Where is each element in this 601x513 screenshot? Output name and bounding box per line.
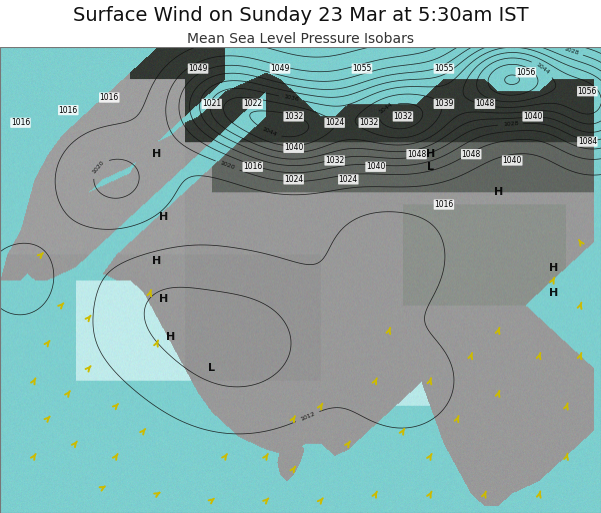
Text: L: L bbox=[208, 363, 215, 373]
Text: 1055: 1055 bbox=[435, 64, 454, 73]
Text: 1036: 1036 bbox=[283, 94, 300, 103]
Text: 1012: 1012 bbox=[299, 411, 316, 422]
Text: 1032: 1032 bbox=[359, 118, 379, 127]
Text: 1016: 1016 bbox=[435, 200, 454, 209]
Text: Mean Sea Level Pressure Isobars: Mean Sea Level Pressure Isobars bbox=[187, 32, 414, 46]
Text: 1021: 1021 bbox=[202, 100, 221, 108]
Text: H: H bbox=[166, 332, 175, 342]
Text: H: H bbox=[426, 149, 435, 159]
Text: L: L bbox=[427, 162, 434, 172]
Text: 1028: 1028 bbox=[502, 122, 519, 127]
Text: 1044: 1044 bbox=[535, 62, 551, 75]
Text: H: H bbox=[549, 288, 558, 298]
Text: 1016: 1016 bbox=[100, 93, 119, 102]
Text: 1056: 1056 bbox=[516, 68, 535, 77]
Text: 1022: 1022 bbox=[243, 100, 262, 108]
Text: 1032: 1032 bbox=[284, 112, 304, 121]
Text: 1048: 1048 bbox=[475, 100, 495, 108]
Text: 1020: 1020 bbox=[91, 160, 106, 175]
Text: 1024: 1024 bbox=[325, 118, 344, 127]
Text: 1048: 1048 bbox=[462, 150, 481, 159]
Text: 1055: 1055 bbox=[352, 64, 371, 73]
Text: 1048: 1048 bbox=[407, 150, 426, 159]
Text: 1084: 1084 bbox=[578, 137, 597, 146]
Text: H: H bbox=[494, 187, 503, 197]
Text: 1040: 1040 bbox=[284, 144, 304, 152]
Text: 1039: 1039 bbox=[435, 100, 454, 108]
Text: 1032: 1032 bbox=[325, 156, 344, 165]
Text: 1040: 1040 bbox=[366, 162, 385, 171]
Text: 1020: 1020 bbox=[219, 161, 236, 171]
Text: H: H bbox=[153, 256, 162, 266]
Text: 1044: 1044 bbox=[261, 127, 278, 137]
Text: H: H bbox=[159, 294, 168, 304]
Text: 1016: 1016 bbox=[243, 162, 262, 171]
Text: 1028: 1028 bbox=[563, 46, 579, 56]
Text: 1044: 1044 bbox=[378, 102, 394, 115]
Text: 1024: 1024 bbox=[284, 175, 304, 184]
Text: Surface Wind on Sunday 23 Mar at 5:30am IST: Surface Wind on Sunday 23 Mar at 5:30am … bbox=[73, 6, 528, 25]
Text: 1056: 1056 bbox=[578, 87, 597, 96]
Text: 1032: 1032 bbox=[393, 112, 412, 121]
Text: 1049: 1049 bbox=[270, 64, 290, 73]
Text: 1040: 1040 bbox=[502, 156, 522, 165]
Text: H: H bbox=[153, 149, 162, 159]
Text: 1049: 1049 bbox=[188, 64, 208, 73]
Text: H: H bbox=[549, 263, 558, 272]
Text: H: H bbox=[159, 212, 168, 222]
Text: 1040: 1040 bbox=[523, 112, 542, 121]
Text: 1024: 1024 bbox=[339, 175, 358, 184]
Text: 1016: 1016 bbox=[11, 118, 30, 127]
Text: 1016: 1016 bbox=[59, 106, 78, 114]
